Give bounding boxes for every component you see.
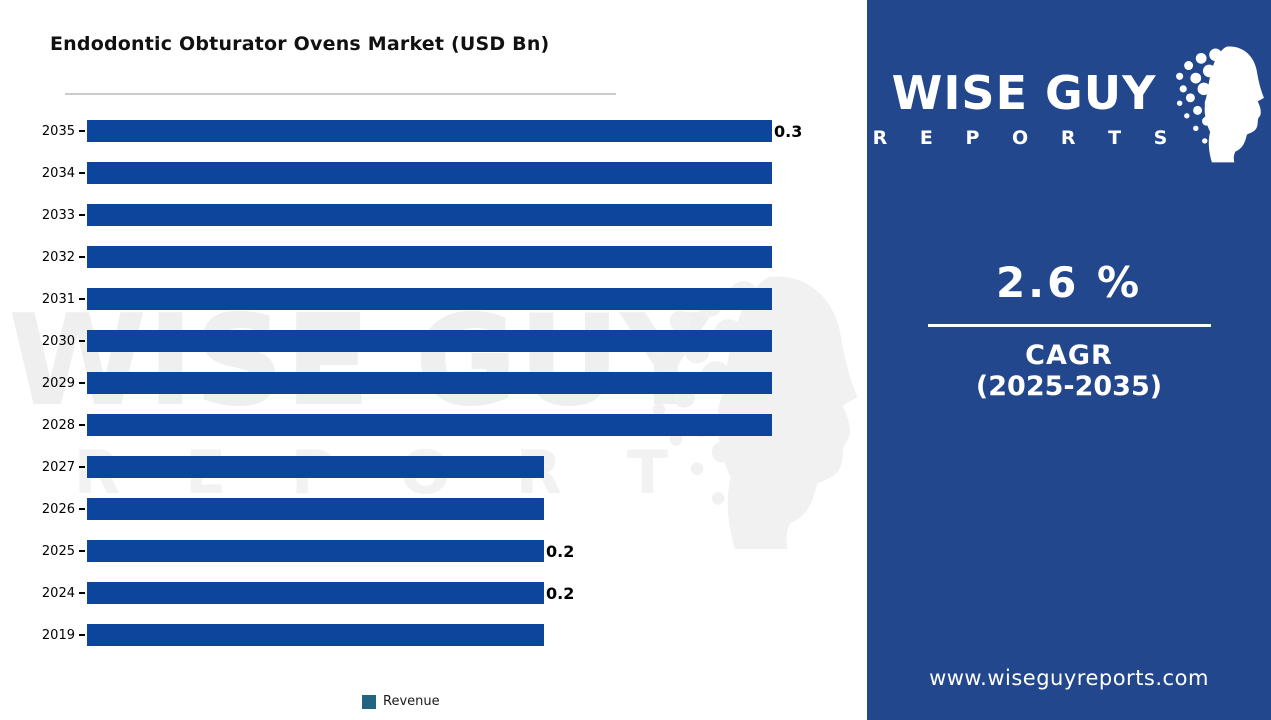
y-tick-label: 2030 xyxy=(41,333,75,349)
legend-swatch xyxy=(362,694,376,709)
revenue-bar xyxy=(87,162,772,184)
y-tick-mark xyxy=(79,466,85,468)
y-tick-label: 2031 xyxy=(41,291,75,307)
logo-text: WISE GUY R E P O R T S xyxy=(868,70,1181,149)
y-tick-label: 2033 xyxy=(41,207,75,223)
bar-row: 2030 xyxy=(30,320,802,362)
logo-wordmark: WISE GUY xyxy=(891,66,1157,120)
legend: Revenue xyxy=(362,694,440,709)
y-tick-label: 2027 xyxy=(41,459,75,475)
cagr-value: 2.6 % xyxy=(995,258,1143,307)
y-tick-mark xyxy=(79,340,85,342)
bar-value-label: 0.2 xyxy=(546,583,575,603)
revenue-bar xyxy=(87,582,544,604)
chart-title: Endodontic Obturator Ovens Market (USD B… xyxy=(50,33,550,55)
bar-value-label: 0.3 xyxy=(774,121,803,141)
y-tick-mark xyxy=(79,130,85,132)
y-tick-mark xyxy=(79,508,85,510)
y-tick-label: 2032 xyxy=(41,249,75,265)
logo-subtitle: R E P O R T S xyxy=(872,127,1181,149)
bar-value-label: 0.2 xyxy=(546,541,575,561)
revenue-bar xyxy=(87,246,772,268)
cagr-divider xyxy=(927,324,1211,327)
bar-row: 2033 xyxy=(30,194,802,236)
website-url: www.wiseguyreports.com xyxy=(929,666,1209,690)
y-tick-mark xyxy=(79,298,85,300)
y-tick-label: 2026 xyxy=(41,501,75,517)
bar-row: 2026 xyxy=(30,488,802,530)
bar-row: 2032 xyxy=(30,236,802,278)
y-tick-mark xyxy=(79,172,85,174)
cagr-label: CAGR xyxy=(1025,340,1113,371)
bar-row: 2019 xyxy=(30,614,802,656)
bar-row: 2025 0.2 xyxy=(30,530,802,572)
revenue-bar xyxy=(87,624,544,646)
brand-panel: WISE GUY R E P O R T S 2.6 % CAGR (2025-… xyxy=(867,0,1271,720)
revenue-bar xyxy=(87,204,772,226)
y-tick-mark xyxy=(79,592,85,594)
bar-row: 2027 xyxy=(30,446,802,488)
y-tick-label: 2035 xyxy=(41,123,75,139)
y-tick-label: 2034 xyxy=(41,165,75,181)
revenue-bar xyxy=(87,330,772,352)
revenue-bar xyxy=(87,120,772,142)
wiseguy-logo: WISE GUY R E P O R T S xyxy=(867,44,1271,166)
y-tick-mark xyxy=(79,424,85,426)
cagr-block: 2.6 % CAGR (2025-2035) xyxy=(867,258,1271,402)
revenue-bar xyxy=(87,540,544,562)
logo-face-icon xyxy=(1176,46,1265,163)
y-tick-label: 2019 xyxy=(41,627,75,643)
revenue-bar xyxy=(87,372,772,394)
bar-row: 2034 xyxy=(30,152,802,194)
revenue-bar xyxy=(87,414,772,436)
cagr-range: (2025-2035) xyxy=(975,371,1163,403)
revenue-bar xyxy=(87,456,544,478)
revenue-bar xyxy=(87,288,772,310)
y-tick-label: 2029 xyxy=(41,375,75,391)
bar-row: 2024 0.2 xyxy=(30,572,802,614)
y-tick-mark xyxy=(79,382,85,384)
y-tick-label: 2025 xyxy=(41,543,75,559)
bar-row: 2035 0.3 xyxy=(30,110,802,152)
revenue-bar xyxy=(87,498,544,520)
y-tick-label: 2028 xyxy=(41,417,75,433)
bar-row: 2028 xyxy=(30,404,802,446)
y-tick-mark xyxy=(79,214,85,216)
y-tick-label: 2024 xyxy=(41,585,75,601)
y-tick-mark xyxy=(79,634,85,636)
bar-plot: 2035 0.3 2034 2033 2032 2031 2030 2029 2028 2027 2… xyxy=(30,110,802,656)
bar-row: 2029 xyxy=(30,362,802,404)
y-tick-mark xyxy=(79,256,85,258)
chart-panel: Endodontic Obturator Ovens Market (USD B… xyxy=(8,33,858,709)
legend-label: Revenue xyxy=(383,694,440,709)
bar-row: 2031 xyxy=(30,278,802,320)
y-tick-mark xyxy=(79,550,85,552)
title-divider xyxy=(65,93,616,95)
